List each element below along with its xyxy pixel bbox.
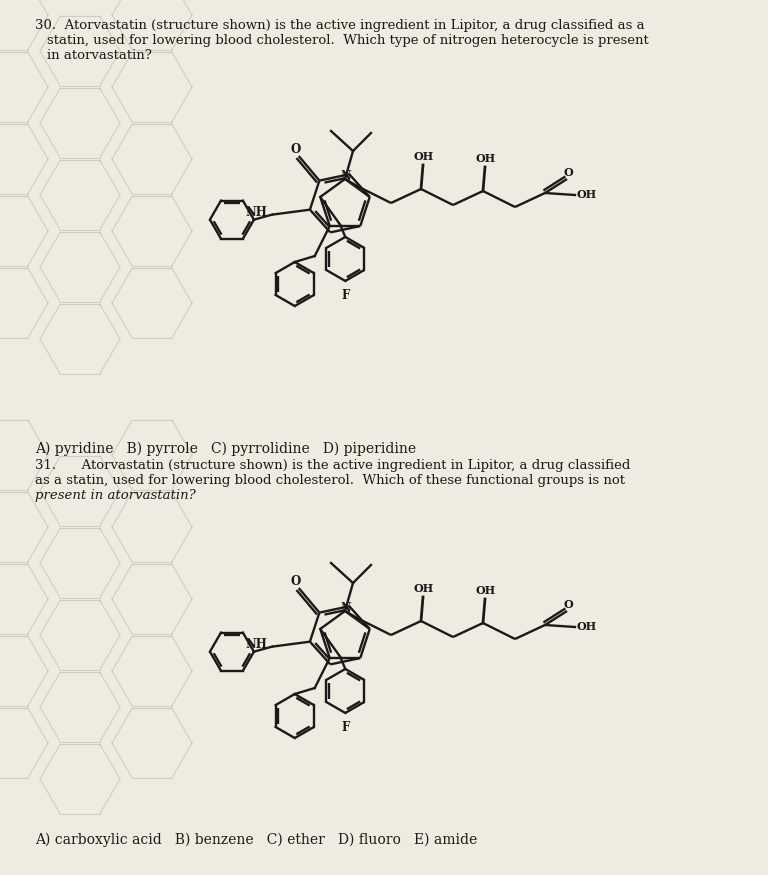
Text: O: O: [563, 598, 573, 610]
Text: in atorvastatin?: in atorvastatin?: [47, 49, 152, 62]
Text: NH: NH: [245, 638, 267, 651]
Text: N: N: [341, 603, 352, 615]
Text: F: F: [341, 721, 349, 734]
Text: N: N: [341, 171, 352, 184]
Text: OH: OH: [414, 584, 434, 594]
Text: statin, used for lowering blood cholesterol.  Which type of nitrogen heterocycle: statin, used for lowering blood choleste…: [47, 34, 649, 47]
Text: O: O: [290, 575, 301, 588]
Text: OH: OH: [414, 151, 434, 163]
Text: O: O: [290, 143, 301, 156]
Text: F: F: [341, 289, 349, 302]
Text: O: O: [563, 166, 573, 178]
Text: A) carboxylic acid   B) benzene   C) ether   D) fluoro   E) amide: A) carboxylic acid B) benzene C) ether D…: [35, 833, 477, 847]
Text: OH: OH: [577, 620, 597, 632]
Text: OH: OH: [476, 153, 496, 164]
Text: A) pyridine   B) pyrrole   C) pyrrolidine   D) piperidine: A) pyridine B) pyrrole C) pyrrolidine D)…: [35, 442, 416, 457]
Text: OH: OH: [577, 188, 597, 200]
Text: present in atorvastatin?: present in atorvastatin?: [35, 489, 196, 502]
Text: 30.  Atorvastatin (structure shown) is the active ingredient in Lipitor, a drug : 30. Atorvastatin (structure shown) is th…: [35, 19, 644, 32]
Text: 31.      Atorvastatin (structure shown) is the active ingredient in Lipitor, a d: 31. Atorvastatin (structure shown) is th…: [35, 459, 631, 472]
Text: OH: OH: [476, 585, 496, 597]
Text: as a statin, used for lowering blood cholesterol.  Which of these functional gro: as a statin, used for lowering blood cho…: [35, 474, 625, 487]
Text: NH: NH: [245, 206, 267, 219]
